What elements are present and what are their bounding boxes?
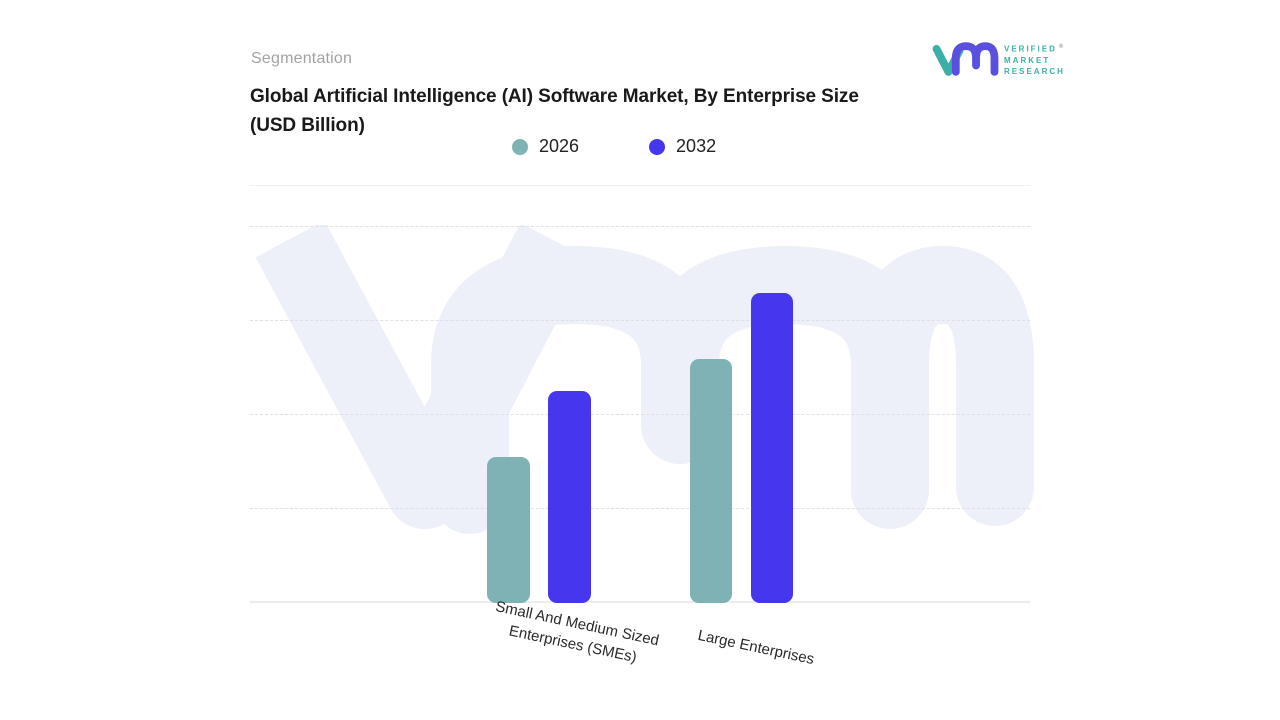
bar-2026-large-enterprises[interactable]: [690, 359, 732, 603]
legend-label-2026: 2026: [539, 136, 580, 156]
x-axis-line: [250, 601, 1030, 603]
gridline: [250, 320, 1030, 321]
legend-dot-2026-icon: [512, 138, 528, 155]
chart-title-line2: (USD Billion): [250, 115, 365, 136]
segmentation-label: Segmentation: [251, 50, 353, 67]
legend-item-2032[interactable]: 2032: [649, 136, 716, 157]
gridline: [250, 226, 1030, 227]
chart-legend: 2026 2032: [512, 136, 716, 157]
legend-item-2026[interactable]: 2026: [512, 136, 579, 157]
chart-title-line1: Global Artificial Intelligence (AI) Soft…: [250, 86, 859, 107]
vmr-logo: VERIFIED ® MARKET RESEARCH: [930, 37, 1065, 81]
header-separator: [250, 185, 1030, 186]
vmr-monogram-icon: [932, 42, 999, 76]
bar-2032-smes[interactable]: [548, 391, 591, 603]
chart-title: Global Artificial Intelligence (AI) Soft…: [250, 82, 970, 140]
legend-dot-2032-icon: [649, 138, 666, 155]
registered-mark: ®: [1058, 44, 1064, 50]
vmr-logo-text: VERIFIED ® MARKET RESEARCH: [1004, 37, 1065, 77]
plot-area: Small And Medium Sized Enterprises (SMEs…: [250, 185, 1034, 668]
logo-line-verified: VERIFIED ®: [1004, 44, 1064, 54]
legend-label-2032: 2032: [676, 136, 717, 156]
logo-line-research: RESEARCH: [1004, 66, 1065, 76]
x-label-large-enterprises: Large Enterprises: [696, 626, 816, 669]
gridline: [250, 414, 1030, 415]
gridline: [250, 508, 1030, 509]
x-label-smes: Small And Medium Sized Enterprises (SMEs…: [493, 598, 661, 667]
vmr-watermark-icon: [255, 225, 1034, 534]
logo-line-market: MARKET: [1004, 55, 1051, 65]
bar-2026-smes[interactable]: [487, 457, 530, 603]
bar-2032-large-enterprises[interactable]: [751, 293, 793, 603]
